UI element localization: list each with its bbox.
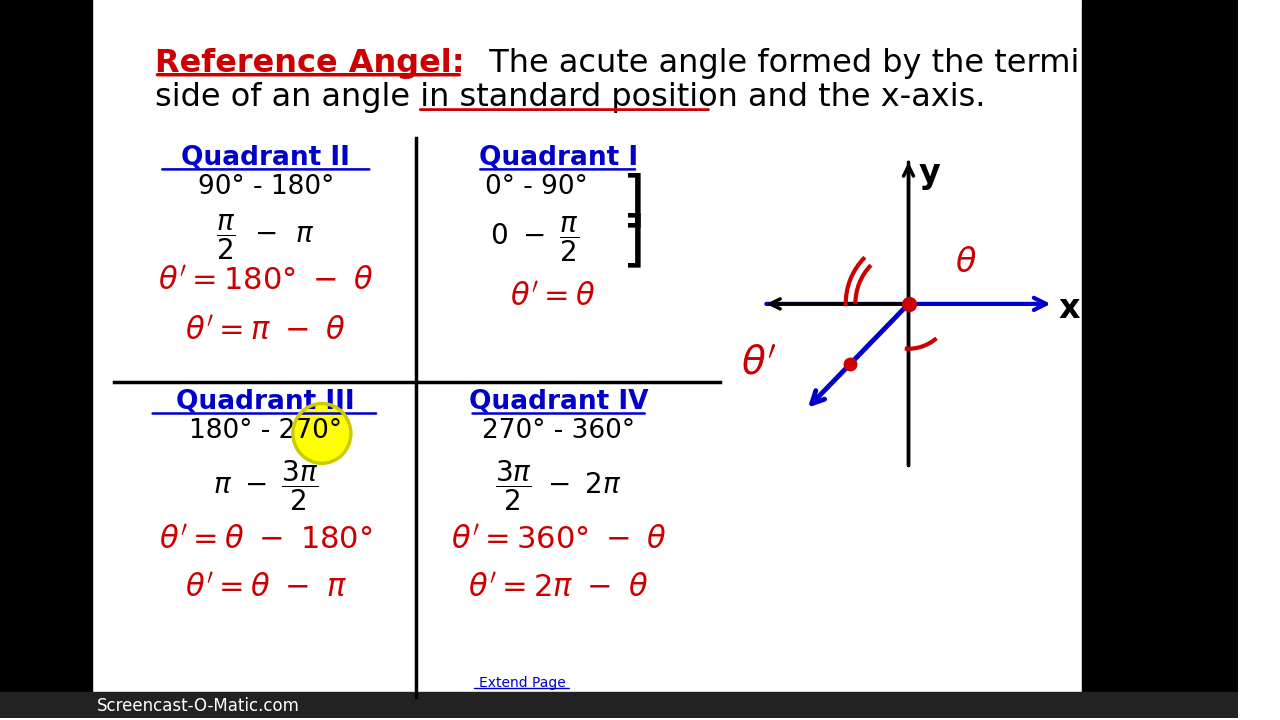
Text: 180° - 270°: 180° - 270° [189,418,342,444]
Text: Quadrant I: Quadrant I [479,145,639,171]
Text: $\theta$: $\theta$ [955,246,977,279]
Text: $\dfrac{3\pi}{2}\ -\ 2\pi$: $\dfrac{3\pi}{2}\ -\ 2\pi$ [495,459,622,513]
Text: $\theta' = \pi\ -\ \theta$: $\theta' = \pi\ -\ \theta$ [186,317,346,346]
Text: 0° - 90°: 0° - 90° [485,174,588,200]
Text: y: y [918,158,940,190]
Text: 270° - 360°: 270° - 360° [483,418,635,444]
Text: $\dfrac{\pi}{2}$  $-$  $\pi$: $\dfrac{\pi}{2}$ $-$ $\pi$ [216,212,315,262]
Text: Quadrant III: Quadrant III [177,389,355,415]
Text: ]: ] [622,172,646,231]
Text: Reference Angel:: Reference Angel: [155,48,465,78]
Text: $\theta' = 2\pi\ -\ \theta$: $\theta' = 2\pi\ -\ \theta$ [468,574,649,603]
Text: $\theta' = \theta\ -\ \pi$: $\theta' = \theta\ -\ \pi$ [184,574,347,603]
Text: $\theta' = 180°\ -\ \theta$: $\theta' = 180°\ -\ \theta$ [157,267,374,296]
Text: $\pi\ -\ \dfrac{3\pi}{2}$: $\pi\ -\ \dfrac{3\pi}{2}$ [212,459,319,513]
Text: $\theta' = \theta\ -\ 180°$: $\theta' = \theta\ -\ 180°$ [159,526,372,555]
Text: 90° - 180°: 90° - 180° [197,174,334,200]
Text: Quadrant IV: Quadrant IV [468,389,649,415]
Text: $\theta' = 360°\ -\ \theta$: $\theta' = 360°\ -\ \theta$ [451,526,667,555]
Text: $\theta'$: $\theta'$ [741,345,777,383]
Circle shape [293,403,351,464]
Text: side of an angle in standard position and the x-axis.: side of an angle in standard position an… [155,81,986,113]
Text: Screencast-O-Matic.com: Screencast-O-Matic.com [97,698,300,716]
Text: The acute angle formed by the terminal: The acute angle formed by the terminal [468,48,1128,78]
Text: ]: ] [622,212,646,271]
Text: $0\ -\ \dfrac{\pi}{2}$: $0\ -\ \dfrac{\pi}{2}$ [490,215,579,264]
Text: Extend Page: Extend Page [479,675,566,690]
Text: x: x [1059,292,1080,325]
Text: $\theta' = \theta$: $\theta' = \theta$ [511,283,595,312]
Text: Quadrant II: Quadrant II [182,145,351,171]
